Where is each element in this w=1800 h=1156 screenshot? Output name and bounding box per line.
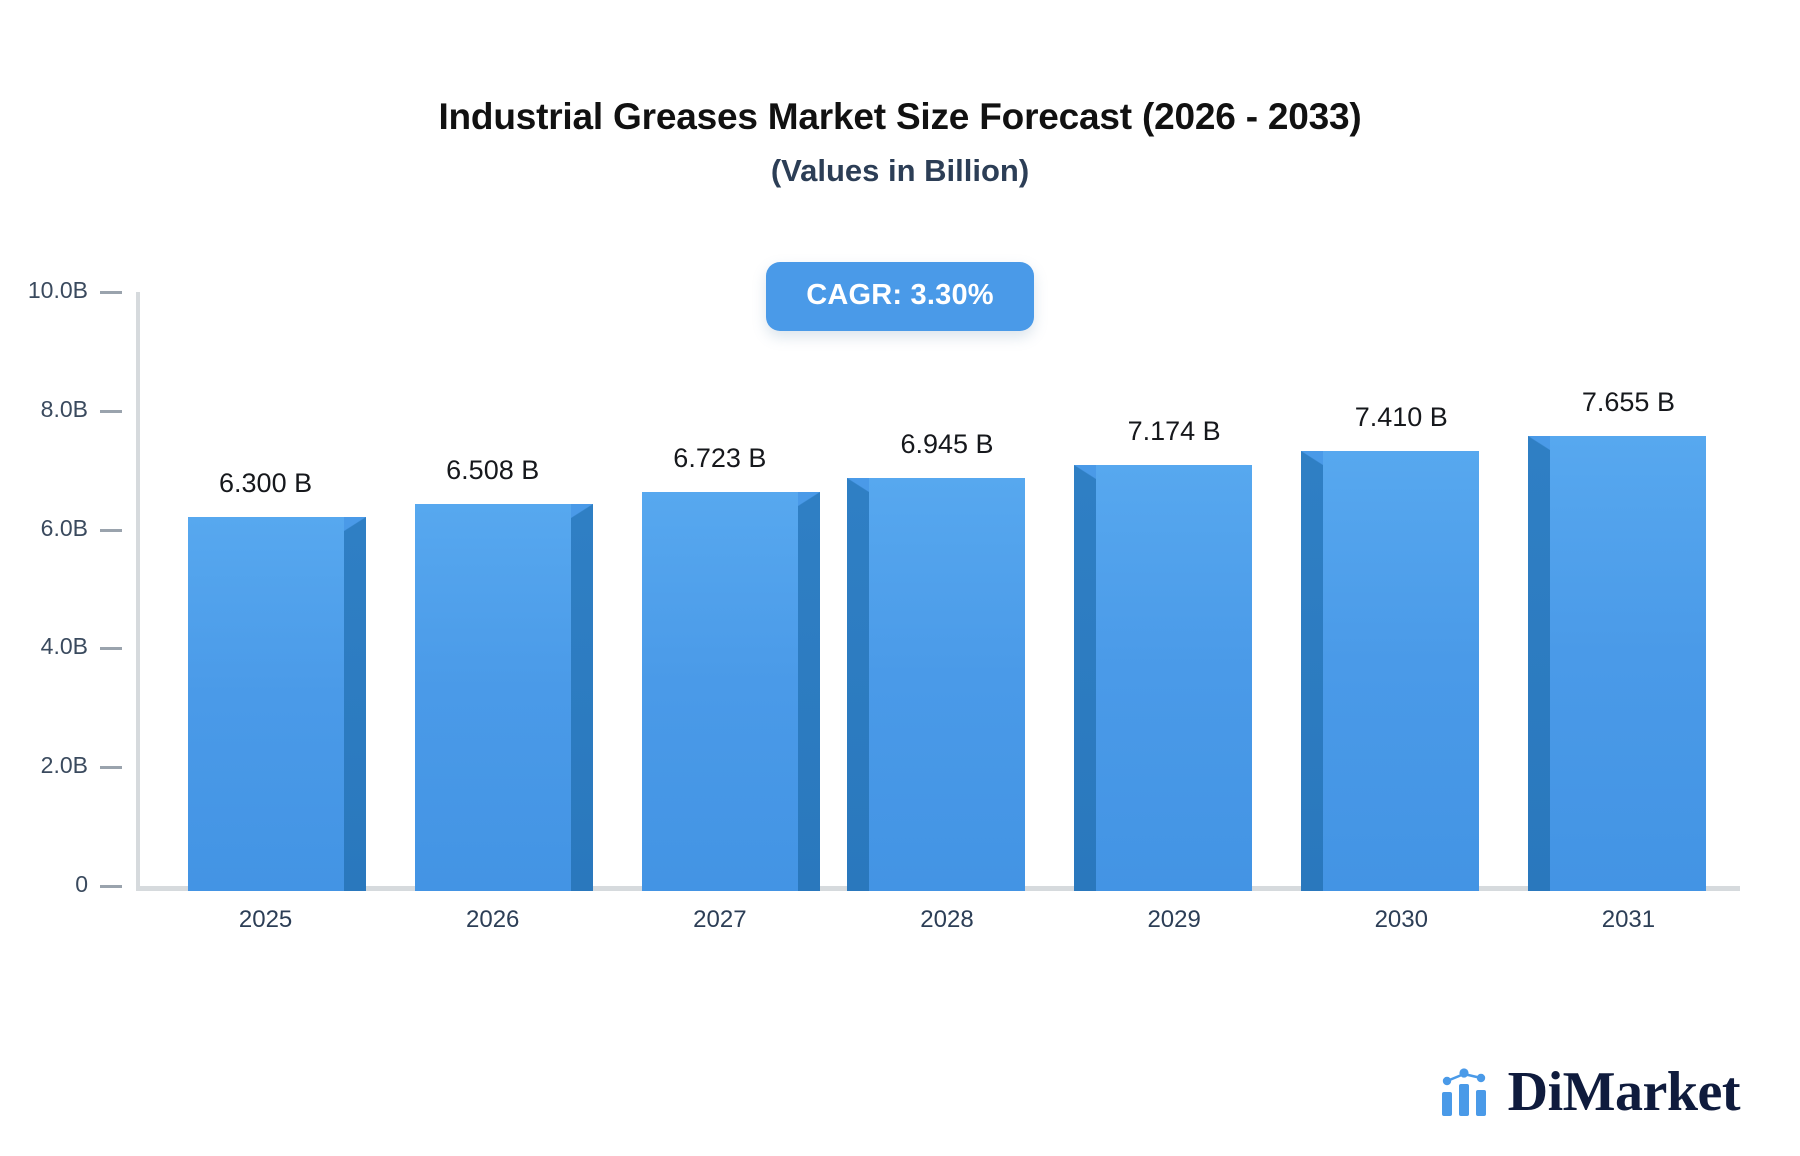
bar-side-face bbox=[1301, 464, 1324, 891]
chart-title: Industrial Greases Market Size Forecast … bbox=[438, 96, 1362, 137]
bar-top-cap bbox=[1528, 436, 1551, 451]
bar-chart-icon bbox=[1441, 1068, 1486, 1116]
bar-value-label: 6.300 B bbox=[219, 467, 313, 498]
y-axis-tick-label: 0 bbox=[75, 871, 88, 897]
bar-value-label: 7.655 B bbox=[1581, 387, 1675, 418]
bar-top-cap bbox=[343, 516, 366, 531]
y-axis-tick-mark bbox=[100, 766, 122, 770]
bar-front-face bbox=[414, 504, 571, 891]
x-axis-label: 2027 bbox=[693, 906, 747, 933]
chart-subtitle: (Values in Billion) bbox=[770, 152, 1030, 188]
bar-front-face bbox=[869, 478, 1025, 891]
bar-top-cap bbox=[1301, 450, 1324, 465]
bar-top-cap bbox=[570, 504, 593, 519]
bar-front-face bbox=[1096, 464, 1253, 891]
bar-value-label: 6.508 B bbox=[446, 455, 540, 486]
bar-front-face bbox=[1323, 450, 1480, 891]
y-axis-tick-mark bbox=[100, 409, 122, 413]
bar-side-face bbox=[570, 518, 593, 891]
bar-top-cap bbox=[847, 478, 869, 493]
bar[interactable]: 6.300 B bbox=[187, 468, 366, 891]
x-axis-label: 2031 bbox=[1601, 906, 1656, 933]
title-block: Industrial Greases Market Size Forecast … bbox=[0, 96, 1800, 188]
bar-top-cap bbox=[1074, 464, 1097, 479]
y-axis-tick-label: 8.0B bbox=[40, 395, 88, 422]
bar-front-face bbox=[1550, 436, 1707, 891]
bar[interactable]: 6.723 B bbox=[641, 443, 820, 891]
bar-value-label: 6.945 B bbox=[900, 429, 994, 460]
bar-side-face bbox=[1074, 478, 1097, 891]
bar-side-face bbox=[1528, 450, 1551, 891]
x-axis-label: 2026 bbox=[466, 906, 520, 933]
bar-front-face bbox=[187, 516, 344, 891]
bar-side-face bbox=[797, 505, 820, 891]
bar[interactable]: 6.945 B bbox=[847, 429, 1025, 891]
bar-side-face bbox=[847, 492, 869, 891]
bar[interactable]: 6.508 B bbox=[414, 455, 593, 891]
y-axis-line bbox=[136, 292, 140, 889]
y-axis-tick-mark bbox=[100, 647, 122, 651]
y-axis-tick-label: 4.0B bbox=[40, 633, 88, 660]
bar-value-label: 7.174 B bbox=[1127, 415, 1221, 446]
x-axis-label: 2025 bbox=[238, 906, 293, 933]
bar[interactable]: 7.655 B bbox=[1528, 387, 1707, 891]
x-axis-label: 2028 bbox=[920, 906, 974, 933]
bar-value-label: 6.723 B bbox=[673, 442, 767, 473]
bar[interactable]: 7.174 B bbox=[1074, 416, 1253, 891]
y-axis-tick-mark bbox=[100, 528, 122, 532]
y-axis-tick-label: 6.0B bbox=[40, 514, 88, 541]
y-axis-tick-mark bbox=[100, 291, 122, 294]
cagr-badge: CAGR: 3.30% bbox=[766, 262, 1034, 331]
x-axis-label: 2029 bbox=[1147, 906, 1201, 933]
y-axis-tick-label: 10.0B bbox=[27, 277, 88, 303]
logo-text: DiMarket bbox=[1507, 1061, 1741, 1123]
bar-value-label: 7.410 B bbox=[1354, 401, 1448, 432]
brand-logo: DiMarket bbox=[1438, 1061, 1741, 1123]
y-axis-tick-mark bbox=[100, 885, 122, 888]
x-axis-label: 2030 bbox=[1374, 906, 1428, 933]
cagr-badge-wrapper: CAGR: 3.30% bbox=[0, 262, 1800, 331]
bar-top-cap bbox=[797, 491, 820, 506]
bar-front-face bbox=[641, 491, 798, 891]
bar-side-face bbox=[343, 530, 366, 891]
y-axis-tick-label: 2.0B bbox=[40, 752, 88, 779]
bar[interactable]: 7.410 B bbox=[1301, 402, 1480, 891]
